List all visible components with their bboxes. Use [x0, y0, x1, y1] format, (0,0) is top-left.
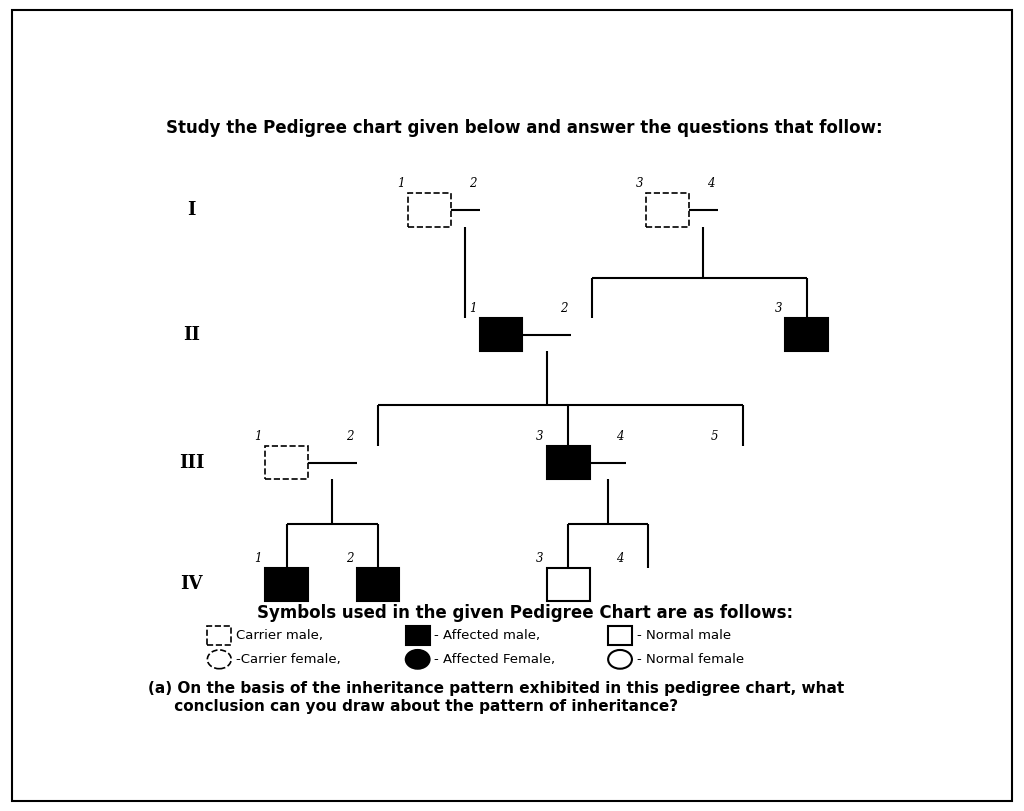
Text: 3: 3 [537, 552, 544, 565]
Text: 1: 1 [469, 303, 476, 315]
Text: 2: 2 [560, 303, 567, 315]
Text: -Carrier female,: -Carrier female, [236, 653, 341, 666]
Text: 2: 2 [346, 552, 353, 565]
FancyBboxPatch shape [356, 568, 399, 601]
Text: 3: 3 [636, 178, 643, 191]
FancyBboxPatch shape [479, 318, 522, 351]
Text: 1: 1 [397, 178, 404, 191]
Text: - Normal male: - Normal male [637, 629, 731, 642]
Text: - Normal female: - Normal female [637, 653, 743, 666]
Circle shape [608, 650, 632, 669]
Text: - Affected Female,: - Affected Female, [434, 653, 555, 666]
Text: I: I [187, 201, 196, 219]
Text: 3: 3 [537, 431, 544, 444]
FancyBboxPatch shape [608, 626, 632, 645]
Text: - Affected male,: - Affected male, [434, 629, 541, 642]
Text: Symbols used in the given Pedigree Chart are as follows:: Symbols used in the given Pedigree Chart… [257, 603, 793, 621]
FancyBboxPatch shape [207, 626, 231, 645]
FancyBboxPatch shape [785, 318, 828, 351]
FancyBboxPatch shape [406, 626, 430, 645]
Text: 4: 4 [615, 431, 624, 444]
FancyBboxPatch shape [547, 568, 590, 601]
Text: 4: 4 [707, 178, 715, 191]
Text: (a) On the basis of the inheritance pattern exhibited in this pedigree chart, wh: (a) On the basis of the inheritance patt… [147, 681, 844, 714]
FancyBboxPatch shape [547, 446, 590, 479]
Text: 4: 4 [615, 552, 624, 565]
Text: IV: IV [180, 576, 203, 594]
Text: II: II [183, 326, 200, 344]
Text: 1: 1 [255, 552, 262, 565]
Text: Study the Pedigree chart given below and answer the questions that follow:: Study the Pedigree chart given below and… [167, 119, 883, 137]
Text: III: III [179, 453, 204, 472]
FancyBboxPatch shape [409, 193, 451, 226]
Text: 2: 2 [346, 431, 353, 444]
Text: 5: 5 [711, 431, 719, 444]
FancyBboxPatch shape [646, 193, 689, 226]
Text: 3: 3 [774, 303, 782, 315]
FancyBboxPatch shape [265, 446, 308, 479]
Text: Carrier male,: Carrier male, [236, 629, 323, 642]
Circle shape [207, 650, 231, 669]
Text: 2: 2 [469, 178, 476, 191]
Text: 1: 1 [255, 431, 262, 444]
FancyBboxPatch shape [265, 568, 308, 601]
Circle shape [406, 650, 430, 669]
